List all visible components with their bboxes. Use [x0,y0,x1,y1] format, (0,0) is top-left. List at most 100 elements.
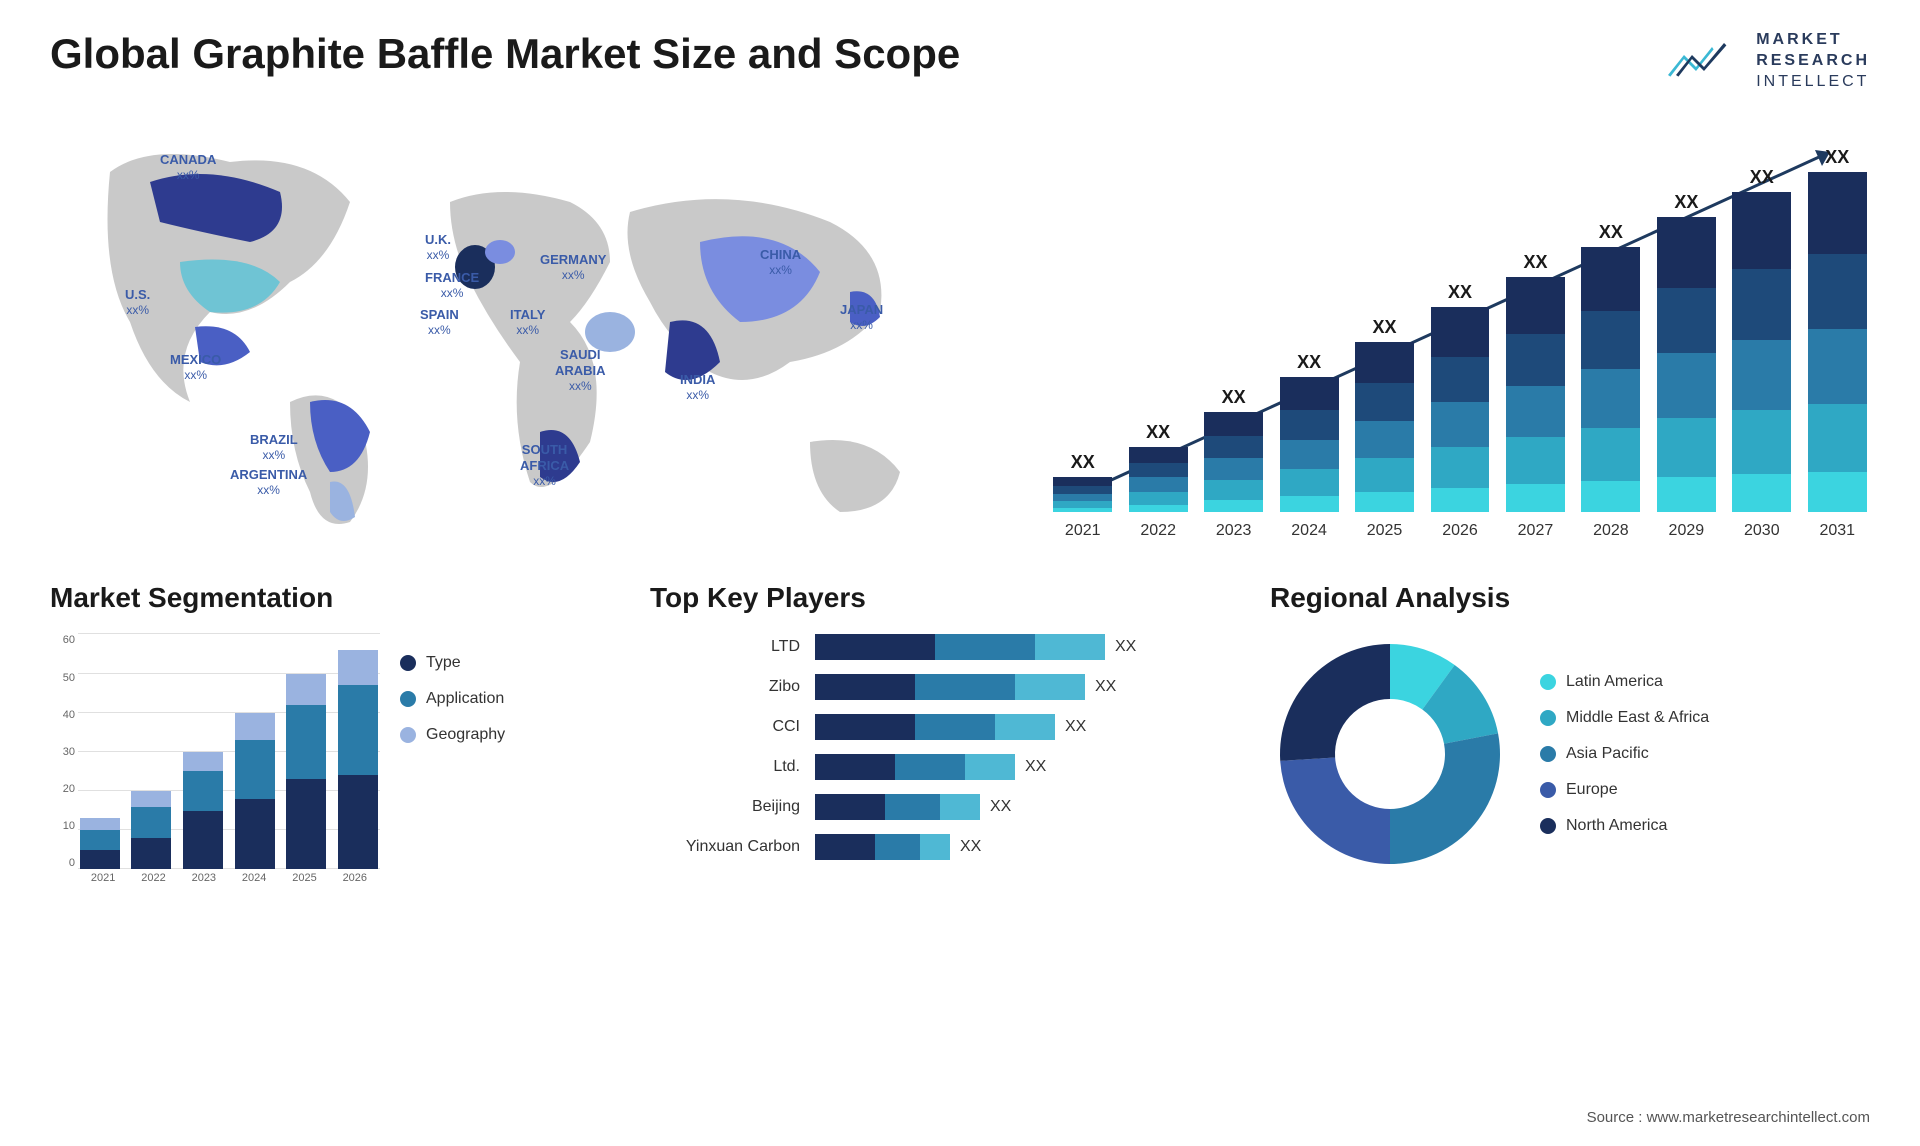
player-value-label: XX [990,798,1011,816]
growth-bar: XX2031 [1805,147,1870,512]
legend-item: Latin America [1540,673,1709,691]
growth-bar: XX2026 [1427,282,1492,512]
growth-year-label: 2028 [1593,522,1629,540]
legend-item: Middle East & Africa [1540,709,1709,727]
growth-bar: XX2022 [1125,422,1190,512]
regional-legend: Latin America Middle East & Africa Asia Pa… [1540,673,1709,835]
seg-bar [80,818,120,869]
growth-value-label: XX [1674,192,1698,213]
segmentation-legend: Type Application Geography [400,654,505,894]
seg-bar [338,650,378,869]
growth-value-label: XX [1297,352,1321,373]
player-value-label: XX [1025,758,1046,776]
country-label: U.K.xx% [425,232,451,262]
regional-title: Regional Analysis [1270,582,1850,614]
growth-year-label: 2025 [1367,522,1403,540]
country-label: ARGENTINAxx% [230,467,307,497]
players-title: Top Key Players [650,582,1230,614]
legend-item: Geography [400,726,505,744]
growth-bar: XX2024 [1276,352,1341,512]
country-label: BRAZILxx% [250,432,298,462]
seg-y-tick: 40 [50,709,75,721]
player-bar-row: XX [815,714,1230,740]
growth-year-label: 2021 [1065,522,1101,540]
growth-year-label: 2022 [1140,522,1176,540]
legend-dot-icon [400,727,416,743]
growth-year-label: 2027 [1518,522,1554,540]
growth-value-label: XX [1146,422,1170,443]
growth-year-label: 2026 [1442,522,1478,540]
regional-panel: Regional Analysis Latin America Middle Ea… [1270,582,1850,894]
growth-value-label: XX [1523,252,1547,273]
growth-year-label: 2030 [1744,522,1780,540]
player-label: Zibo [650,674,800,700]
brand-logo: MARKET RESEARCH INTELLECT [1664,30,1870,92]
segmentation-panel: Market Segmentation 0102030405060 202120… [50,582,610,894]
seg-x-label: 2023 [179,872,229,894]
seg-x-label: 2024 [229,872,279,894]
legend-dot-icon [1540,746,1556,762]
seg-y-tick: 60 [50,634,75,646]
seg-y-tick: 50 [50,672,75,684]
growth-bar: XX2030 [1729,167,1794,512]
growth-bar: XX2023 [1201,387,1266,512]
growth-bar: XX2029 [1654,192,1719,512]
donut-segment [1390,734,1500,865]
country-label: SOUTHAFRICAxx% [520,442,569,488]
legend-label: Type [426,654,461,672]
legend-label: North America [1566,817,1667,835]
player-bar-row: XX [815,794,1230,820]
page-title: Global Graphite Baffle Market Size and S… [50,30,960,78]
country-label: GERMANYxx% [540,252,606,282]
country-label: JAPANxx% [840,302,883,332]
growth-bar: XX2025 [1352,317,1417,512]
logo-icon [1664,34,1744,89]
legend-item: Asia Pacific [1540,745,1709,763]
player-value-label: XX [1115,638,1136,656]
legend-dot-icon [1540,674,1556,690]
country-label: INDIAxx% [680,372,715,402]
legend-item: North America [1540,817,1709,835]
player-label: Beijing [650,794,800,820]
seg-x-label: 2025 [279,872,329,894]
growth-value-label: XX [1825,147,1849,168]
seg-y-tick: 20 [50,783,75,795]
growth-value-label: XX [1599,222,1623,243]
growth-chart: XX2021XX2022XX2023XX2024XX2025XX2026XX20… [1050,122,1870,542]
regional-donut-chart [1270,634,1510,874]
donut-segment [1280,644,1390,761]
legend-label: Europe [1566,781,1618,799]
growth-bar: XX2021 [1050,452,1115,512]
world-map-panel: CANADAxx%U.S.xx%MEXICOxx%BRAZILxx%ARGENT… [50,122,1010,542]
legend-item: Type [400,654,505,672]
legend-dot-icon [400,691,416,707]
seg-bar [183,752,223,869]
player-label: LTD [650,634,800,660]
growth-value-label: XX [1071,452,1095,473]
legend-item: Application [400,690,505,708]
growth-year-label: 2024 [1291,522,1327,540]
country-label: U.S.xx% [125,287,150,317]
legend-label: Geography [426,726,505,744]
player-value-label: XX [1065,718,1086,736]
seg-bar [235,713,275,870]
growth-bar: XX2028 [1578,222,1643,512]
player-bar-row: XX [815,634,1230,660]
legend-label: Middle East & Africa [1566,709,1709,727]
source-text: Source : www.marketresearchintellect.com [1587,1109,1870,1126]
seg-bar [131,791,171,869]
country-label: ITALYxx% [510,307,545,337]
legend-dot-icon [1540,782,1556,798]
player-label: CCI [650,714,800,740]
country-label: MEXICOxx% [170,352,221,382]
seg-x-label: 2022 [128,872,178,894]
legend-dot-icon [1540,710,1556,726]
segmentation-chart: 0102030405060 202120222023202420252026 [50,634,380,894]
seg-bar [286,674,326,870]
seg-y-tick: 0 [50,857,75,869]
growth-year-label: 2029 [1669,522,1705,540]
seg-x-label: 2021 [78,872,128,894]
legend-dot-icon [400,655,416,671]
growth-value-label: XX [1448,282,1472,303]
growth-year-label: 2023 [1216,522,1252,540]
